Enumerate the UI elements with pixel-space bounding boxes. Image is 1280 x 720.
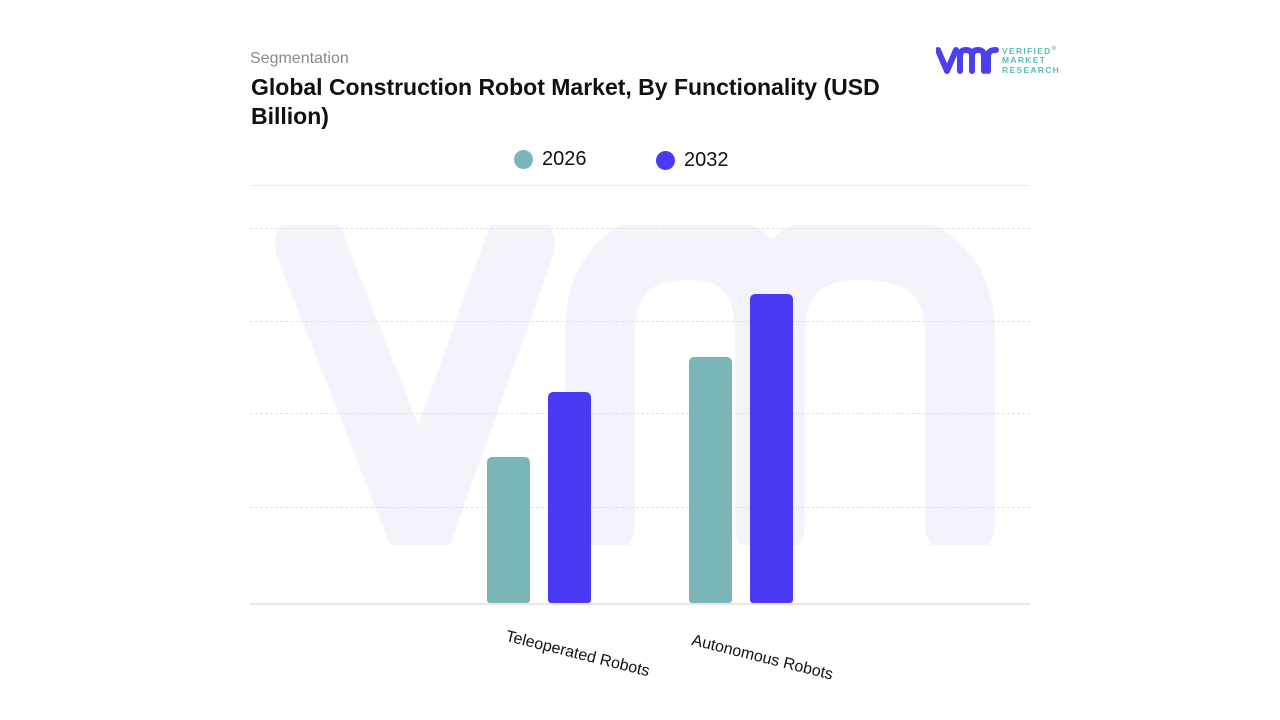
x-axis-baseline [250,603,1030,605]
gridline [250,321,1030,322]
chart-title: Global Construction Robot Market, By Fun… [251,74,880,129]
legend-item-2032[interactable]: 2032 [656,149,729,172]
logo-wordmark: VERIFIED® MARKET RESEARCH [1002,45,1060,75]
chart-legend: 2026 2032 [0,148,1280,176]
gridline [250,507,1030,508]
bar-autonomous-2032[interactable] [750,294,793,603]
legend-swatch-2026 [514,150,533,169]
legend-label: 2026 [542,148,587,170]
chart-subtitle: Segmentation [250,50,349,67]
registered-mark: ® [1051,46,1058,52]
gridline [250,228,1030,229]
gridline [250,413,1030,414]
logo-line-verified: VERIFIED [1002,45,1052,56]
legend-label: 2032 [684,149,729,171]
bar-autonomous-2026[interactable] [689,357,732,603]
x-tick-label-autonomous: Autonomous Robots [689,632,835,684]
bar-teleoperated-2032[interactable] [548,392,591,603]
x-tick-label-teleoperated: Teleoperated Robots [503,628,652,681]
legend-swatch-2032 [656,151,675,170]
bar-teleoperated-2026[interactable] [487,457,530,603]
plot-area [250,185,1030,605]
plot-top-border [250,185,1030,186]
logo-line-research: RESEARCH [1002,64,1061,75]
logo-line-market: MARKET [1002,55,1047,66]
legend-item-2026[interactable]: 2026 [514,148,587,171]
vmr-logo-icon [936,46,999,74]
